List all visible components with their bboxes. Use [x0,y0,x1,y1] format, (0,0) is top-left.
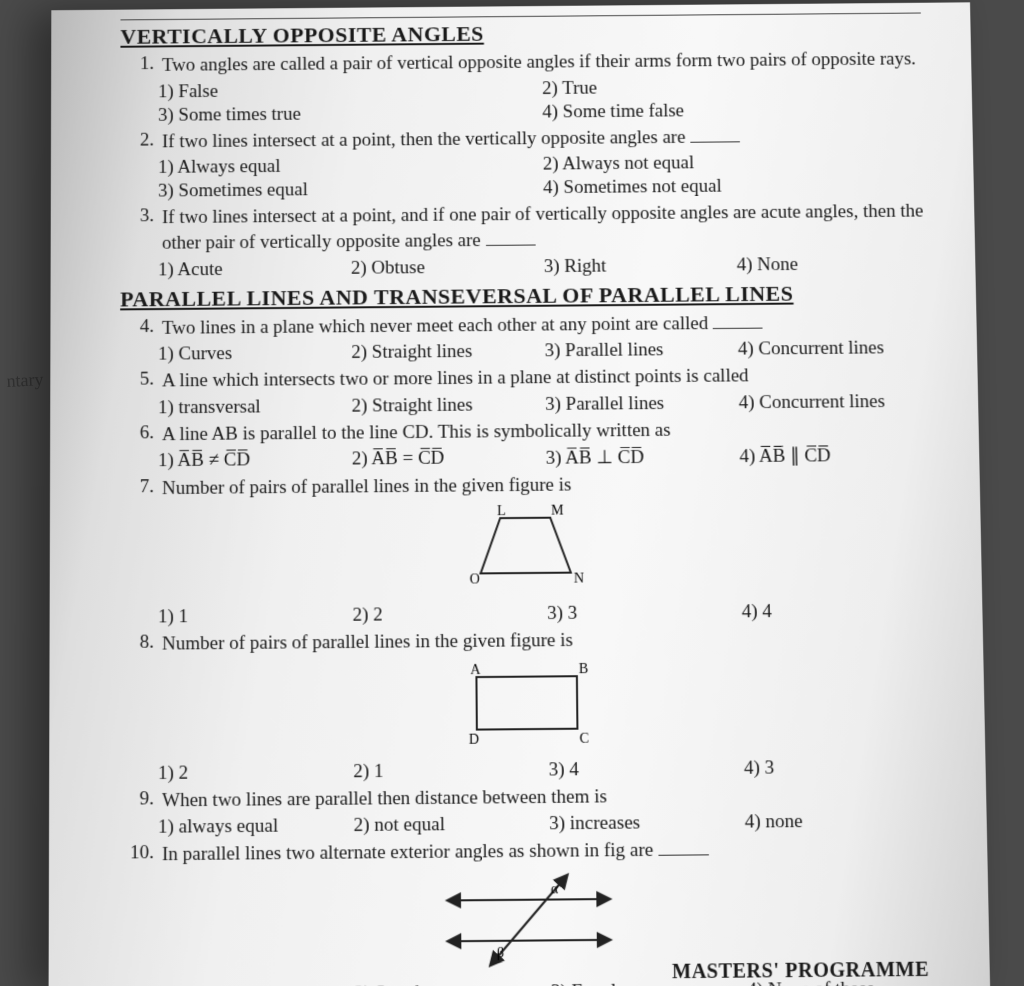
q2-num: 2. [120,129,162,151]
q5-opt1: 1) transversal [154,395,348,421]
q3-text: If two lines intersect at a point, and i… [162,199,925,256]
q9-opt2: 2) not equal [349,812,545,838]
q9-num: 9. [120,788,162,811]
q2-blank [690,141,740,142]
fig8-label-tl: A [470,663,480,678]
rectangle-icon: A B D C [446,658,608,750]
q6-opt2: 2) A̅B̅ = C̅D̅ [348,446,542,473]
q3-opt2: 2) Obtuse [347,255,540,280]
q9-opt1: 1) always equal [154,814,350,840]
q4-text-span: Two lines in a plane which never meet ea… [162,313,708,339]
q2-opt4: 4) Sometimes not equal [539,173,924,200]
q9-opt4: 4) none [741,809,937,835]
section-2-title: PARALLEL LINES AND TRANSEVERSAL OF PARAL… [120,279,926,312]
q1-opt2: 2) True [538,74,922,101]
q7-opt3: 3) 3 [543,600,738,626]
q2-opt3: 3) Sometimes equal [154,177,539,204]
q10-blank [658,855,708,856]
q1-opt1: 1) False [154,77,538,104]
trapezoid-icon: L M O N [455,502,596,593]
q3-blank [485,244,535,245]
question-7: 7. Number of pairs of parallel lines in … [120,470,930,503]
q5-opt2: 2) Straight lines [348,393,542,419]
q4-opt3: 3) Parallel lines [541,338,735,363]
q3-num: 3. [120,206,162,228]
q2-opt1: 1) Always equal [154,153,539,180]
q8-figure: A B D C [120,655,935,758]
q6-num: 6. [120,422,162,444]
q9-opt3: 3) increases [545,811,741,837]
fig7-label-tl: L [497,504,506,519]
q1-opt4: 4) Some time false [538,97,923,124]
q5-opt3: 3) Parallel lines [541,391,735,417]
fig7-label-br: N [574,572,584,587]
q2-text: If two lines intersect at a point, then … [162,123,923,155]
fig10-label-a: α [551,882,559,897]
q2-options: 1) Always equal 2) Always not equal 3) S… [154,150,924,204]
q3-opt3: 3) Right [540,253,733,278]
q7-figure: L M O N [120,500,932,602]
q1-options: 1) False 2) True 3) Some times true 4) S… [154,74,923,128]
fig7-label-tr: M [551,504,564,519]
q3-text-span: If two lines intersect at a point, and i… [162,201,923,254]
q10-num: 10. [120,842,162,865]
q2-opt2: 2) Always not equal [539,150,924,177]
fig8-label-bl: D [469,732,479,747]
q4-opt4: 4) Concurrent lines [734,336,928,361]
q8-text: Number of pairs of parallel lines in the… [162,625,933,658]
q8-opt4: 4) 3 [740,755,936,781]
q2-text-span: If two lines intersect at a point, then … [162,127,686,152]
question-10: 10. In parallel lines two alternate exte… [120,835,937,868]
q5-num: 5. [120,369,162,391]
q3-options: 1) Acute 2) Obtuse 3) Right 4) None [154,252,926,282]
question-3: 3. If two lines intersect at a point, an… [120,199,925,257]
q10-text: In parallel lines two alternate exterior… [162,835,937,868]
q6-opt3: 3) A̅B̅ ⊥ C̅D̅ [542,445,736,472]
q1-num: 1. [120,53,162,75]
q10-opt1: 1) Complementary [154,982,350,986]
q6-opt4: 4) A̅B̅ ∥ C̅D̅ [735,443,929,470]
q7-opt1: 1) 1 [154,604,349,630]
q4-text: Two lines in a plane which never meet ea… [162,309,927,341]
q10-text-span: In parallel lines two alternate exterior… [162,840,653,866]
q6-opt1: 1) A̅B̅ ≠ C̅D̅ [154,448,348,475]
q6-text: A line AB is parallel to the line CD. Th… [162,415,929,447]
q3-opt4: 4) None [733,252,926,277]
parallel-lines-icon: α β [438,868,621,972]
page: VERTICALLY OPPOSITE ANGLES 1. Two angles… [49,2,991,986]
q3-opt1: 1) Acute [154,257,347,282]
q1-text: Two angles are called a pair of vertical… [162,47,922,79]
q6-options: 1) A̅B̅ ≠ C̅D̅ 2) A̅B̅ = C̅D̅ 3) A̅B̅ ⊥ … [154,443,930,475]
fig10-label-b: β [497,946,504,961]
q4-opt1: 1) Curves [154,341,347,366]
q9-text: When two lines are parallel then distanc… [162,781,936,814]
q7-opt4: 4) 4 [738,599,933,625]
q10-opt2: 2) Supplementary [350,980,547,986]
side-tab: ntary [0,369,51,393]
question-8: 8. Number of pairs of parallel lines in … [120,625,933,658]
q5-opt4: 4) Concurrent lines [735,390,929,416]
fig8-label-br: C [579,731,589,746]
q1-opt3: 3) Some times true [154,101,538,128]
fig7-label-bl: O [470,573,480,588]
q7-opt2: 2) 2 [349,602,544,628]
q8-opt2: 2) 1 [349,758,545,784]
section-1-title: VERTICALLY OPPOSITE ANGLES [120,17,921,49]
q5-text: A line which intersects two or more line… [162,362,928,394]
page-wrap: ntary VERTICALLY OPPOSITE ANGLES 1. Two … [0,0,1024,986]
q4-num: 4. [120,316,162,338]
q7-text: Number of pairs of parallel lines in the… [162,470,930,502]
q8-opt1: 1) 2 [154,760,349,786]
q7-num: 7. [120,477,162,499]
q4-opt2: 2) Straight lines [347,340,540,365]
q4-blank [713,327,763,328]
fig8-label-tr: B [579,662,589,677]
q8-num: 8. [120,632,162,655]
footer-text: MASTERS' PROGRAMME [672,959,929,985]
q8-opt3: 3) 4 [545,756,741,782]
